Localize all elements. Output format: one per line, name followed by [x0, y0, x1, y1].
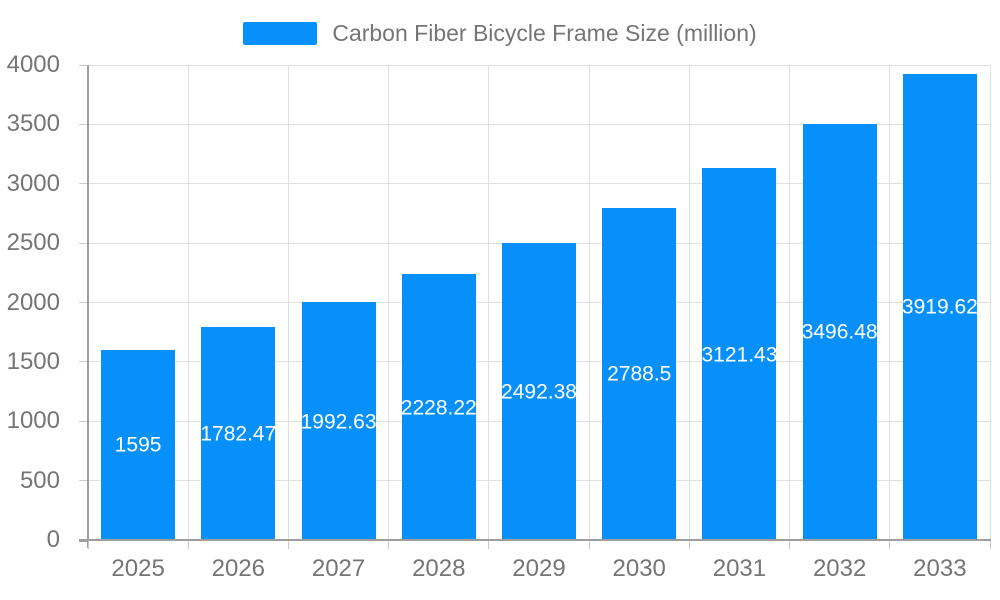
x-gridline	[889, 65, 891, 540]
bar-2030[interactable]	[602, 207, 677, 539]
y-axis-label: 500	[19, 466, 60, 494]
x-axis-label: 2025	[111, 555, 165, 582]
y-axis-tick	[79, 361, 87, 363]
x-gridline	[688, 65, 690, 540]
y-axis-tick	[79, 123, 87, 125]
y-gridline	[88, 123, 990, 125]
bar-2026[interactable]	[201, 327, 276, 539]
x-axis-label: 2033	[913, 555, 967, 582]
y-axis-label: 4000	[6, 51, 60, 78]
bar-2025[interactable]	[101, 349, 176, 539]
bar-value-label: 1992.63	[300, 410, 377, 434]
legend[interactable]: Carbon Fiber Bicycle Frame Size (million…	[0, 18, 1000, 48]
bar-value-label: 3121.43	[701, 343, 778, 367]
y-axis-label: 2000	[6, 288, 60, 316]
x-gridline	[187, 65, 189, 540]
bar-2033[interactable]	[902, 73, 977, 539]
bar-value-label: 1782.47	[200, 422, 277, 446]
bar-2028[interactable]	[401, 274, 476, 539]
y-axis-label: 3500	[6, 110, 60, 138]
y-axis-label: 2500	[6, 229, 60, 257]
bar-value-label: 1595	[114, 433, 162, 457]
x-axis-label: 2028	[412, 555, 466, 582]
y-gridline	[88, 183, 990, 185]
bar-2027[interactable]	[301, 302, 376, 539]
x-axis-label: 2027	[311, 555, 366, 582]
x-axis-tick	[789, 541, 791, 549]
x-axis-label: 2032	[812, 555, 867, 582]
x-axis-label: 2029	[512, 555, 566, 582]
y-axis-tick	[79, 420, 87, 422]
legend-label: Carbon Fiber Bicycle Frame Size (million…	[332, 19, 757, 46]
x-axis-label: 2030	[612, 555, 666, 582]
bar-2032[interactable]	[802, 123, 877, 539]
x-axis-label: 2031	[712, 555, 767, 582]
bar-value-label: 2788.5	[607, 362, 672, 386]
y-axis-tick	[79, 539, 87, 542]
x-axis-tick	[588, 541, 590, 549]
x-axis-tick	[989, 541, 991, 549]
y-axis-tick	[79, 302, 87, 303]
x-axis-label: 2026	[211, 555, 266, 582]
x-axis-tick	[688, 541, 690, 549]
y-axis-label: 3000	[6, 169, 60, 197]
axis-ticks-layer	[79, 64, 991, 549]
bar-value-labels-layer: 1595 1782.47 1992.63 2228.22 2492.38 2788.5 31…	[88, 65, 990, 540]
bar-value-label: 3496.48	[801, 320, 878, 344]
y-axis-tick	[79, 64, 87, 66]
axis-labels-layer: 0 500 1000 1500 2000 2500 3000 3500 4000 2025 2026…	[7, 53, 990, 581]
x-axis-tick	[889, 541, 891, 549]
x-axis-tick	[488, 541, 490, 549]
y-axis-label: 1500	[6, 347, 60, 375]
y-gridline	[88, 64, 990, 66]
y-axis-tick	[79, 242, 87, 244]
legend-color-swatch	[243, 21, 318, 45]
x-gridline	[989, 65, 991, 540]
x-gridline	[287, 65, 289, 540]
x-gridline	[388, 65, 390, 540]
x-axis-tick	[87, 541, 89, 549]
y-axis-line	[87, 65, 89, 548]
y-axis-tick	[79, 480, 87, 482]
x-axis-line	[79, 539, 991, 541]
x-axis-tick	[287, 541, 289, 549]
x-axis-tick	[388, 541, 390, 549]
bar-value-label: 2492.38	[501, 380, 577, 404]
y-axis-tick	[79, 183, 87, 185]
x-axis-tick	[187, 541, 189, 549]
x-gridline	[789, 65, 791, 540]
x-gridline	[588, 65, 590, 540]
x-gridline	[488, 65, 490, 540]
bar-value-label: 3919.62	[901, 295, 978, 319]
y-axis-label: 0	[46, 526, 60, 553]
bar-2029[interactable]	[502, 243, 576, 539]
bar-value-label: 2228.22	[400, 396, 477, 420]
plot-area: 1595 1782.47 1992.63 2228.22 2492.38 2788.5 31…	[7, 53, 991, 581]
bar-2031[interactable]	[702, 168, 777, 539]
y-axis-label: 1000	[6, 407, 60, 435]
bars-layer	[88, 65, 990, 540]
